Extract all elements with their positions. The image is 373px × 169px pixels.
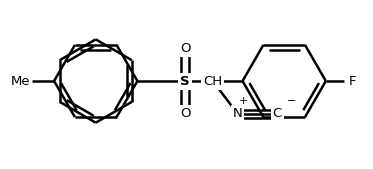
Text: Me: Me bbox=[10, 75, 30, 88]
Text: N: N bbox=[233, 107, 242, 120]
Text: −: − bbox=[286, 96, 296, 106]
Text: C: C bbox=[273, 107, 282, 120]
Text: CH: CH bbox=[203, 75, 222, 88]
Text: F: F bbox=[349, 75, 356, 88]
Text: +: + bbox=[239, 96, 248, 106]
Text: S: S bbox=[180, 75, 190, 88]
Text: O: O bbox=[180, 42, 190, 55]
Text: O: O bbox=[180, 107, 190, 120]
